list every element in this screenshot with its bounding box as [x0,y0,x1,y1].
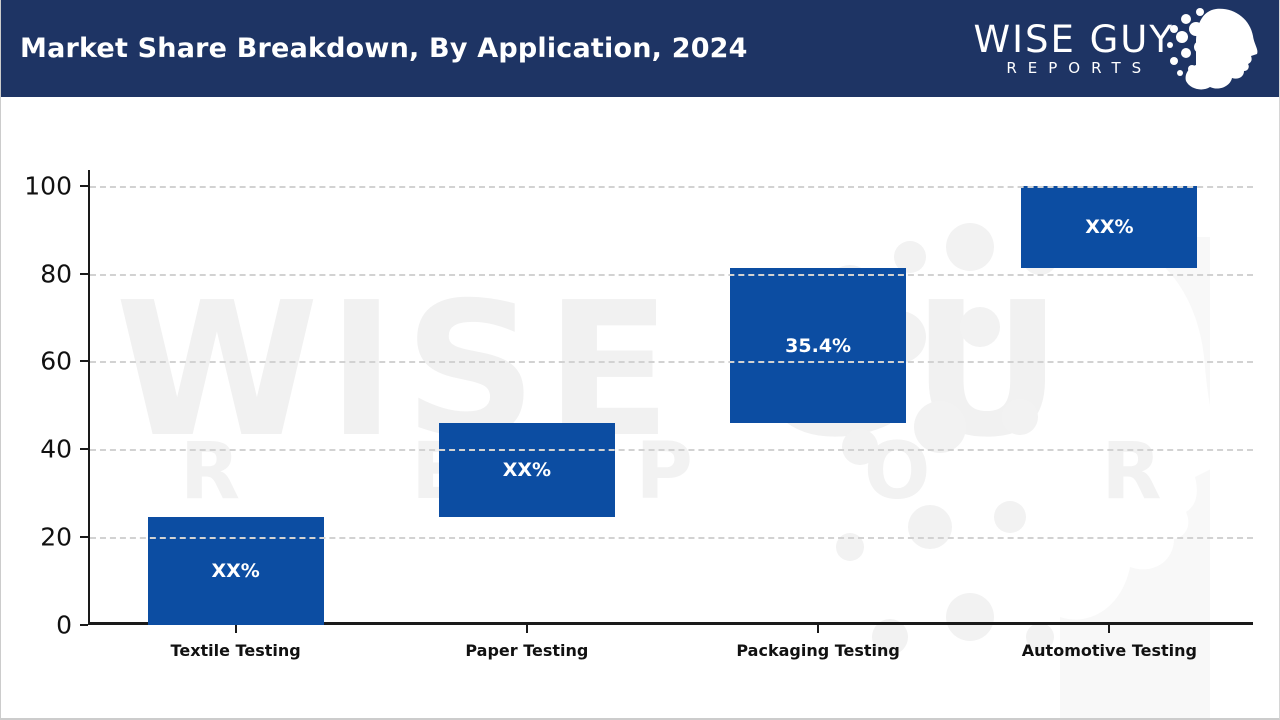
wise-guy-logo-text: WISE GUY REPORTS [974,21,1174,76]
bar-paper-testing: XX% [438,423,615,517]
gridline-80 [90,273,1253,276]
y-tick-mark [80,624,88,626]
y-tick-label: 20 [40,522,72,552]
bar-packaging-testing: 35.4% [730,267,907,424]
x-tick-mark [1108,625,1111,633]
x-tick-label: Packaging Testing [736,641,900,660]
logo-wordmark: WISE GUY [973,18,1174,61]
x-tick-label: Paper Testing [465,641,589,660]
gridline-20 [90,537,1253,540]
wise-guy-head-icon [1167,7,1258,89]
y-tick-mark [80,360,88,363]
header-bar: Market Share Breakdown, By Application, … [0,0,1280,97]
bar-value-label: XX% [1085,215,1134,238]
page-title: Market Share Breakdown, By Application, … [20,33,748,64]
bar-value-label: XX% [502,458,552,481]
y-tick-label: 0 [56,610,72,640]
y-tick-mark [80,272,88,275]
bar-value-label: XX% [211,559,260,582]
market-share-chart: 0 20 40 60 80 100 XX% Textile Testing XX% Paper T… [24,170,1253,660]
x-tick-mark [817,625,820,633]
bar-textile-testing: XX% [147,516,324,625]
wise-guy-logo: WISE GUY REPORTS [974,3,1264,95]
y-tick-label: 60 [40,346,72,376]
x-tick-mark [234,625,237,633]
x-tick-label: Automotive Testing [1021,641,1197,660]
y-tick-mark [80,536,88,539]
y-tick-mark [80,184,88,187]
gridline-60 [90,361,1253,364]
y-tick-label: 80 [40,259,72,289]
y-tick-mark [80,448,88,451]
y-tick-label: 100 [24,171,72,201]
bar-automotive-testing: XX% [1021,185,1198,268]
logo-subtitle: REPORTS [1006,59,1153,77]
x-tick-label: Textile Testing [170,641,301,660]
bar-value-label: 35.4% [785,334,852,357]
gridline-100 [90,185,1253,188]
x-tick-mark [525,625,528,633]
y-tick-label: 40 [40,434,72,464]
gridline-40 [90,449,1253,452]
